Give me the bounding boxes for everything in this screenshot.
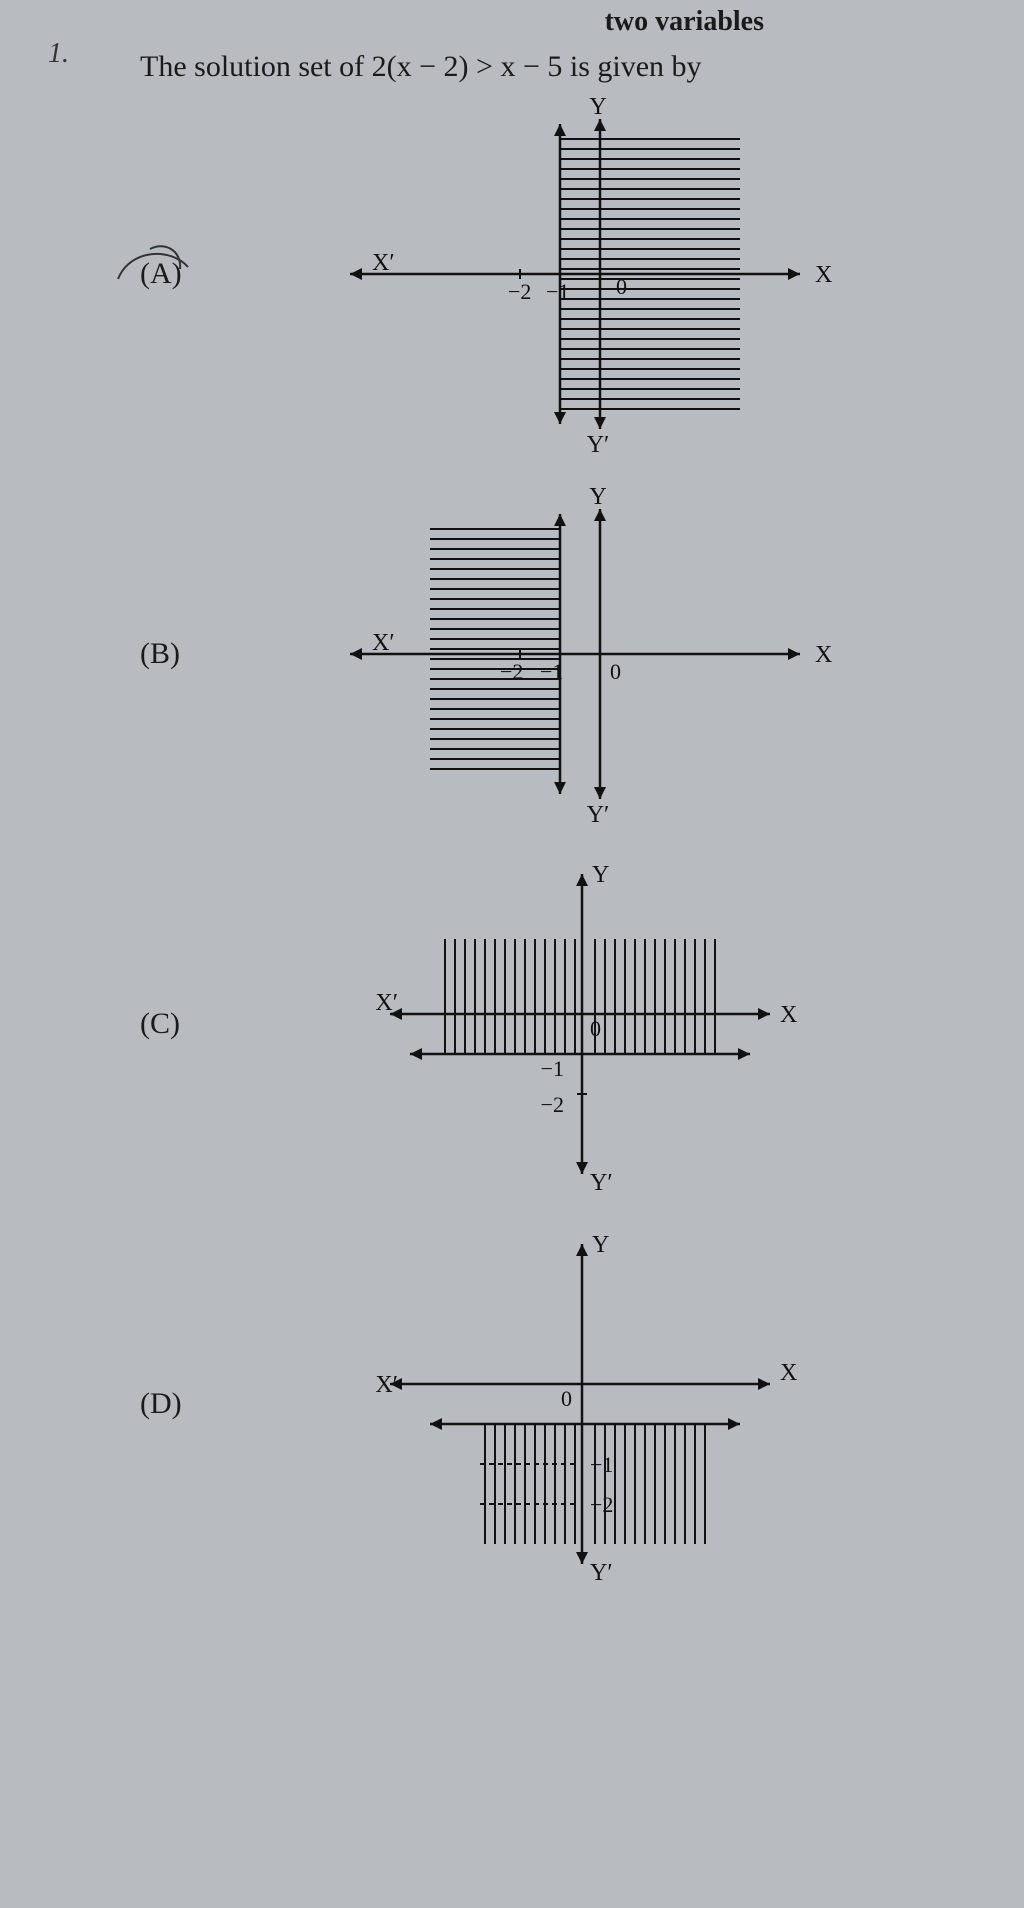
svg-text:−1: −1	[590, 1452, 613, 1477]
svg-text:−1: −1	[540, 659, 563, 684]
svg-text:−2: −2	[500, 659, 523, 684]
svg-text:−2: −2	[541, 1092, 564, 1117]
yprime-label: Y′	[587, 432, 610, 454]
graph-a: Y Y′ X X′ −2 −1 0	[320, 94, 840, 454]
arrow-down-icon	[594, 417, 606, 429]
svg-text:Y′: Y′	[587, 802, 610, 824]
option-c-row: (C)	[80, 854, 984, 1194]
option-d-row: (D)	[80, 1224, 984, 1584]
option-b-label: (B)	[80, 637, 320, 671]
tick-zero: 0	[616, 274, 627, 299]
svg-text:−1: −1	[541, 1056, 564, 1081]
svg-text:X′: X′	[372, 630, 395, 656]
page: two variables 1. The solution set of 2(x…	[0, 0, 1024, 1908]
arrow-right-icon	[788, 268, 800, 280]
svg-text:0: 0	[561, 1386, 572, 1411]
hand-mark-icon	[110, 239, 200, 299]
svg-text:Y′: Y′	[590, 1170, 613, 1194]
svg-text:Y′: Y′	[590, 1560, 613, 1584]
svg-text:−2: −2	[590, 1492, 613, 1517]
svg-text:X: X	[780, 1002, 797, 1028]
svg-text:X′: X′	[375, 1372, 398, 1398]
graph-b: Y Y′ X X′ −2 −1 0	[320, 484, 840, 824]
svg-text:Y: Y	[592, 862, 609, 888]
svg-text:Y: Y	[592, 1232, 609, 1258]
svg-text:Y: Y	[589, 484, 606, 510]
graph-c: Y Y′ X X′ 0 −1 −2	[320, 854, 840, 1194]
svg-text:0: 0	[610, 659, 621, 684]
chapter-header-fragment: two variables	[605, 6, 764, 38]
option-c-label: (C)	[80, 1007, 320, 1041]
svg-text:X: X	[780, 1360, 797, 1386]
svg-text:X′: X′	[375, 990, 398, 1016]
shaded-region	[430, 529, 560, 769]
arrow-up-icon	[594, 119, 606, 131]
x-label: X	[815, 262, 832, 288]
option-d-label: (D)	[80, 1387, 320, 1421]
shaded-region	[445, 939, 715, 1054]
graph-d: Y Y′ X X′ 0 −1 −2	[320, 1224, 840, 1584]
xprime-label: X′	[372, 250, 395, 276]
tick-neg1: −1	[546, 279, 569, 304]
option-a-row: (A)	[80, 94, 984, 454]
svg-text:X: X	[815, 642, 832, 668]
tick-neg2: −2	[508, 279, 531, 304]
arrow-left-icon	[350, 268, 362, 280]
question-number: 1.	[48, 38, 69, 70]
option-b-row: (B)	[80, 484, 984, 824]
option-a-label: (A)	[80, 257, 320, 291]
shaded-region	[485, 1424, 705, 1544]
y-label: Y	[589, 94, 606, 120]
question-text: The solution set of 2(x − 2) > x − 5 is …	[140, 50, 984, 84]
svg-text:0: 0	[590, 1016, 601, 1041]
